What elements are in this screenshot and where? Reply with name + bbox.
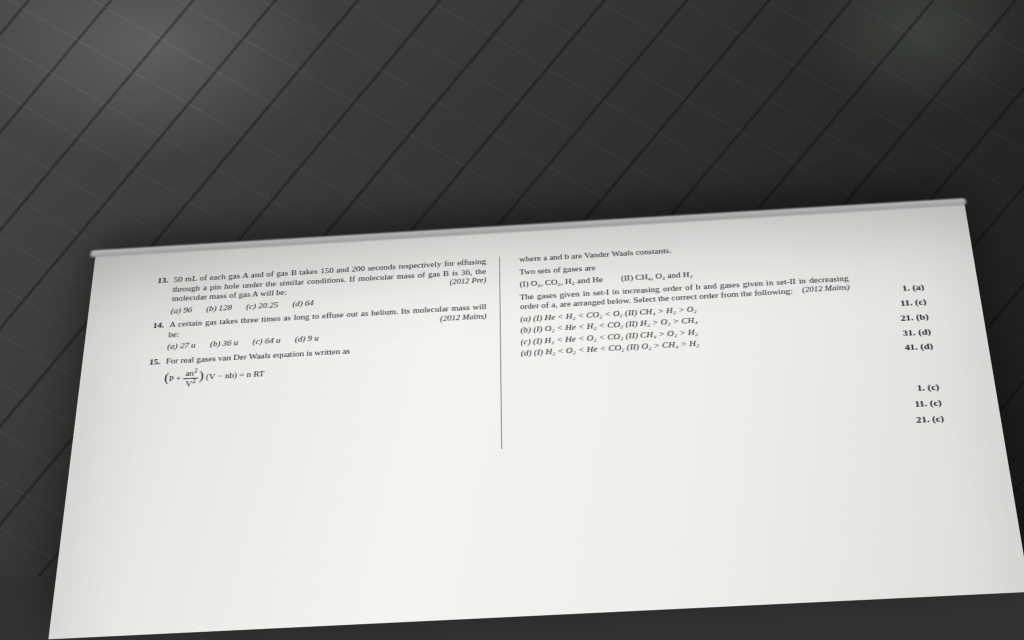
- q15-tag: (2012 Mains): [802, 284, 851, 296]
- ans-1b: 1. (c): [916, 382, 940, 395]
- q13-opt-c: (c) 20.25: [246, 300, 279, 312]
- q14-opt-b: (b) 36 u: [209, 338, 238, 350]
- q13-opt-b: (b) 128: [206, 303, 233, 314]
- ans-31a: 31. (d): [902, 326, 932, 339]
- ans-11b: 11. (c): [914, 398, 943, 411]
- q14-opt-d: (d) 9 u: [295, 334, 320, 345]
- right-column: where a and b are Vander Waals constants…: [516, 236, 868, 448]
- q15-number: 15.: [141, 357, 161, 392]
- content-columns: 13. 50 mL of each gas A and of gas B tak…: [134, 232, 953, 469]
- book-page: 13. 50 mL of each gas A and of gas B tak…: [48, 202, 1024, 639]
- answer-gap: [935, 357, 938, 379]
- q13-number: 13.: [149, 276, 169, 317]
- ans-21b: 21. (c): [915, 413, 945, 426]
- q14-number: 14.: [145, 321, 164, 354]
- q13-opt-d: (d) 64: [292, 298, 314, 309]
- ans-21a: 21. (b): [900, 312, 930, 325]
- ans-1a: 1. (a): [901, 282, 925, 294]
- q13-opt-a: (a) 96: [170, 305, 192, 316]
- q14-opt-a: (a) 27 u: [167, 341, 196, 353]
- left-column: 13. 50 mL of each gas A and of gas B tak…: [134, 257, 502, 469]
- q15-set2: (II) CH₄, O₂ and H₂: [621, 270, 693, 284]
- q14-tag: (2012 Mains): [440, 312, 487, 324]
- ans-41a: 41. (d): [904, 341, 934, 354]
- answer-key-column: 1. (a) 11. (c) 21. (b) 31. (d) 41. (d) 1…: [859, 232, 952, 429]
- ans-11a: 11. (c): [899, 297, 927, 309]
- q13-tag: (2012 Pre): [450, 277, 487, 288]
- q14-opt-c: (c) 64 u: [252, 336, 281, 348]
